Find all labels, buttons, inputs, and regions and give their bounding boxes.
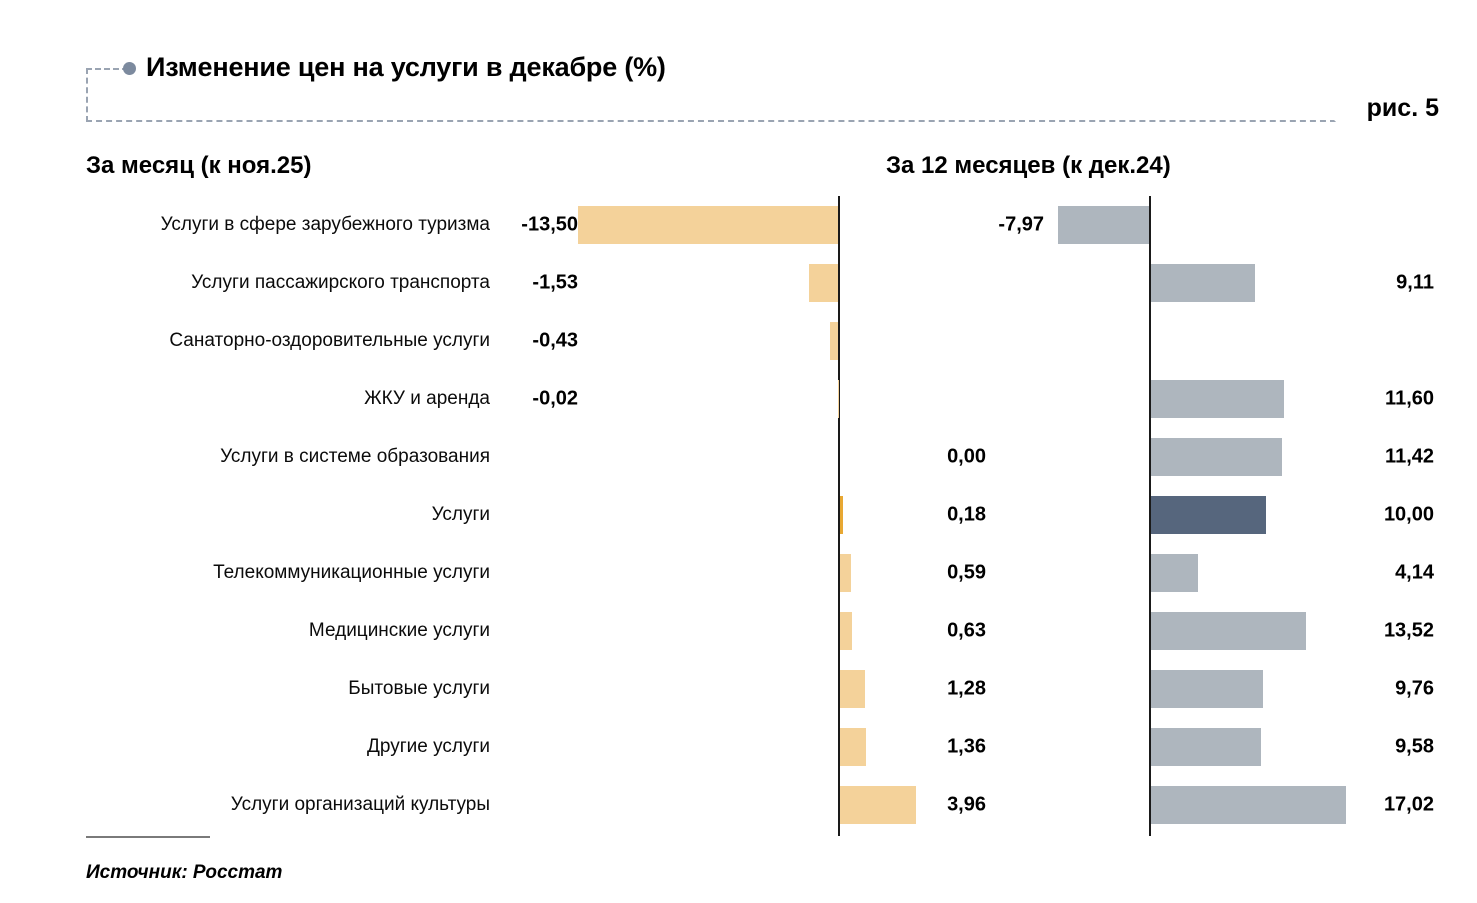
chart-row: Услуги в системе образования 0,00 11,42 — [0, 428, 1477, 486]
chart-row: Другие услуги 1,36 9,58 — [0, 718, 1477, 776]
bar-monthly — [840, 786, 917, 824]
category-label: Услуги в сфере зарубежного туризма — [160, 214, 490, 235]
bar-annual — [1057, 206, 1149, 244]
value-label-monthly: 0,63 — [947, 619, 986, 642]
bar-monthly — [840, 612, 853, 650]
value-label-annual: 9,76 — [1395, 677, 1434, 700]
bar-annual — [1151, 670, 1263, 708]
bar-monthly — [840, 670, 865, 708]
value-label-monthly: 0,00 — [947, 445, 986, 468]
bar-annual — [1151, 496, 1266, 534]
right-zero-axis — [1149, 196, 1151, 836]
value-label-annual: 9,11 — [1396, 271, 1434, 294]
footer-divider — [86, 836, 210, 838]
value-label-annual: 11,42 — [1385, 445, 1434, 468]
value-label-annual: 17,02 — [1383, 793, 1434, 816]
bar-monthly — [840, 554, 852, 592]
value-label-monthly: -1,53 — [532, 271, 578, 294]
value-label-annual: 10,00 — [1383, 503, 1434, 526]
chart-row: Бытовые услуги 1,28 9,76 — [0, 660, 1477, 718]
value-label-monthly: 1,28 — [947, 677, 986, 700]
chart-row: Телекоммуникационные услуги 0,59 4,14 — [0, 544, 1477, 602]
category-label: Санаторно-оздоровительные услуги — [169, 330, 490, 351]
chart-row: Санаторно-оздоровительные услуги -0,43 — [0, 312, 1477, 370]
category-label: Бытовые услуги — [348, 678, 490, 699]
value-label-annual: -7,97 — [998, 213, 1044, 236]
left-zero-axis — [838, 196, 840, 836]
category-label: Услуги организаций культуры — [230, 794, 490, 815]
value-label-monthly: -13,50 — [521, 213, 578, 236]
right-panel-heading: За 12 месяцев (к дек.24) — [886, 152, 1171, 179]
category-label: Другие услуги — [366, 736, 490, 757]
chart-row: Услуги в сфере зарубежного туризма -13,50… — [0, 196, 1477, 254]
chart-row: ЖКУ и аренда -0,02 11,60 — [0, 370, 1477, 428]
decorative-dashed-leader — [86, 68, 128, 70]
source-note: Источник: Росстат — [86, 862, 283, 883]
value-label-annual: 11,60 — [1385, 387, 1434, 410]
bar-annual — [1151, 786, 1347, 824]
bar-annual — [1151, 438, 1282, 476]
category-label: Услуги пассажирского транспорта — [191, 272, 490, 293]
page-title: Изменение цен на услуги в декабре (%) — [146, 52, 666, 82]
value-label-annual: 9,58 — [1395, 735, 1434, 758]
chart-row: Услуги 0,18 10,00 — [0, 486, 1477, 544]
chart-row: Медицинские услуги 0,63 13,52 — [0, 602, 1477, 660]
bar-monthly — [829, 322, 838, 360]
value-label-annual: 4,14 — [1395, 561, 1434, 584]
value-label-monthly: 0,18 — [947, 503, 986, 526]
value-label-monthly: -0,43 — [532, 329, 578, 352]
value-label-monthly: -0,02 — [532, 387, 578, 410]
value-label-monthly: 3,96 — [947, 793, 986, 816]
bar-monthly — [840, 728, 867, 766]
bullet-dot-icon — [123, 62, 136, 75]
bar-annual — [1151, 380, 1284, 418]
left-panel-heading: За месяц (к ноя.25) — [86, 152, 312, 179]
bar-monthly — [840, 496, 844, 534]
decorative-dashed-frame — [86, 68, 1336, 122]
chart-row: Услуги пассажирского транспорта -1,53 9,11 — [0, 254, 1477, 312]
value-label-monthly: 0,59 — [947, 561, 986, 584]
chart-plot-area: Услуги в сфере зарубежного туризма -13,50… — [0, 196, 1477, 836]
category-label: Услуги — [431, 504, 490, 525]
bar-annual — [1151, 554, 1199, 592]
value-label-annual: 13,52 — [1383, 619, 1434, 642]
chart-row: Услуги организаций культуры 3,96 17,02 — [0, 776, 1477, 834]
category-label: Услуги в системе образования — [220, 446, 490, 467]
bar-monthly — [808, 264, 838, 302]
bar-monthly — [577, 206, 838, 244]
value-label-monthly: 1,36 — [947, 735, 986, 758]
chart-header: Изменение цен на услуги в декабре (%) ри… — [0, 0, 1477, 140]
bar-annual — [1151, 612, 1306, 650]
category-label: Медицинские услуги — [308, 620, 490, 641]
category-label: Телекоммуникационные услуги — [213, 562, 490, 583]
bar-annual — [1151, 264, 1256, 302]
category-label: ЖКУ и аренда — [364, 388, 490, 409]
bar-annual — [1151, 728, 1261, 766]
figure-number-label: рис. 5 — [1366, 94, 1439, 122]
